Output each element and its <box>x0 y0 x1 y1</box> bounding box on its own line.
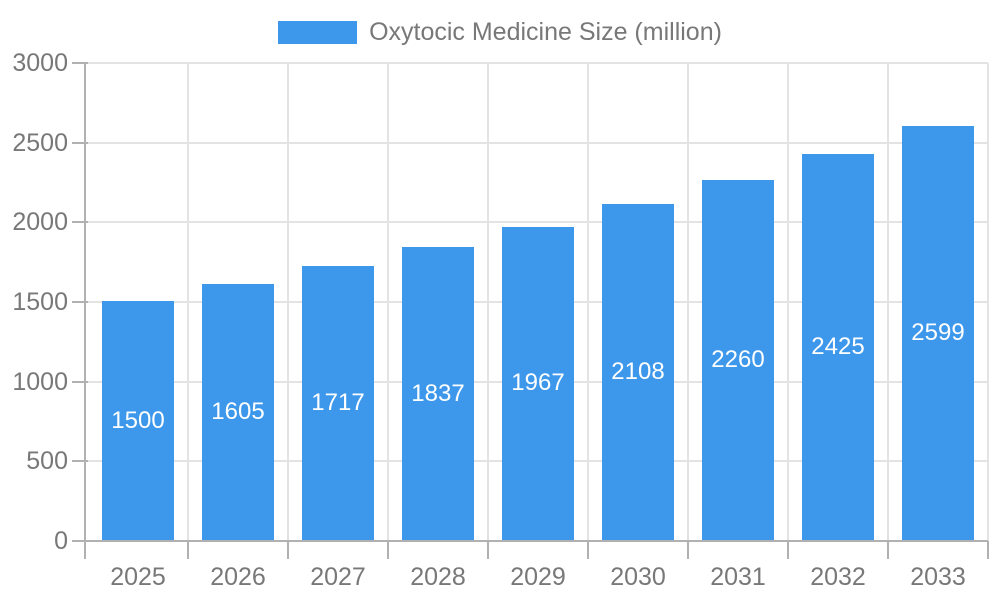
bar-value-label: 2260 <box>711 345 765 373</box>
x-tick <box>887 541 889 559</box>
bar-value-label: 1717 <box>311 389 365 417</box>
v-gridline <box>987 63 989 541</box>
bar[interactable]: 1605 <box>202 284 274 540</box>
bar[interactable]: 2599 <box>902 125 974 540</box>
bar-value-label: 1967 <box>511 369 565 397</box>
x-axis-label: 2031 <box>710 563 766 591</box>
x-tick <box>587 541 589 559</box>
y-tick <box>72 460 88 463</box>
y-axis-label: 2500 <box>12 128 68 157</box>
x-tick <box>787 541 789 559</box>
y-axis-label: 500 <box>26 447 68 476</box>
bar[interactable]: 1717 <box>302 266 374 540</box>
x-tick <box>187 541 189 559</box>
y-tick <box>72 221 88 224</box>
v-gridline <box>887 63 889 541</box>
bar-value-label: 1605 <box>211 398 265 426</box>
x-axis-label: 2030 <box>610 563 666 591</box>
y-tick <box>72 380 88 383</box>
x-axis-label: 2029 <box>510 563 566 591</box>
h-gridline <box>88 221 988 224</box>
y-axis-line <box>84 63 86 559</box>
legend-swatch <box>278 20 358 44</box>
y-tick <box>72 301 88 303</box>
y-tick <box>72 62 88 64</box>
x-axis-line <box>72 540 988 542</box>
v-gridline <box>787 63 789 541</box>
bar-value-label: 1500 <box>111 406 165 434</box>
x-axis-label: 2033 <box>910 563 966 591</box>
y-axis-label: 2000 <box>12 208 68 237</box>
bar[interactable]: 1837 <box>402 247 474 540</box>
y-tick <box>72 141 88 144</box>
x-tick <box>687 541 689 559</box>
x-axis-label: 2025 <box>110 563 166 591</box>
legend-item[interactable]: Oxytocic Medicine Size (million) <box>0 14 1000 50</box>
bar-value-label: 2425 <box>811 332 865 360</box>
bar-value-label: 2599 <box>911 318 965 346</box>
legend-label: Oxytocic Medicine Size (million) <box>369 18 722 46</box>
h-gridline <box>88 141 988 144</box>
y-axis-label: 1000 <box>12 367 68 396</box>
y-axis-label: 3000 <box>12 49 68 77</box>
bar[interactable]: 2108 <box>602 204 674 540</box>
x-tick <box>287 541 289 559</box>
x-tick <box>487 541 489 559</box>
v-gridline <box>687 63 689 541</box>
bar[interactable]: 2425 <box>802 153 874 540</box>
h-gridline <box>88 62 988 64</box>
x-axis-label: 2026 <box>210 563 266 591</box>
x-tick <box>387 541 389 559</box>
bar-value-label: 1837 <box>411 379 465 407</box>
v-gridline <box>587 63 589 541</box>
x-tick <box>987 541 989 559</box>
x-axis-label: 2032 <box>810 563 866 591</box>
bar-value-label: 2108 <box>611 358 665 386</box>
x-axis-label: 2027 <box>310 563 366 591</box>
v-gridline <box>287 63 289 541</box>
v-gridline <box>387 63 389 541</box>
x-axis-label: 2028 <box>410 563 466 591</box>
bar[interactable]: 1967 <box>502 226 574 540</box>
v-gridline <box>187 63 189 541</box>
bar[interactable]: 2260 <box>702 179 774 540</box>
y-axis-label: 1500 <box>12 288 68 316</box>
v-gridline <box>487 63 489 541</box>
bar[interactable]: 1500 <box>102 301 174 540</box>
y-axis-label: 0 <box>54 527 68 555</box>
